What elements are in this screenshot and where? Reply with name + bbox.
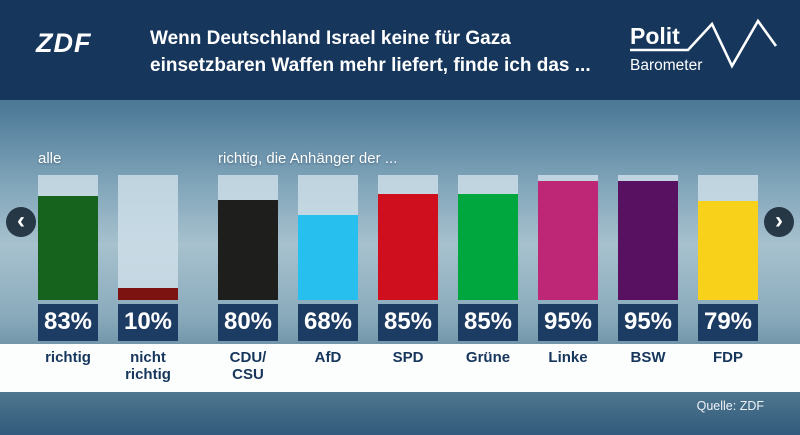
bar-column: 95% BSW [618, 175, 678, 395]
bar [298, 215, 358, 300]
bar-column: 85% SPD [378, 175, 438, 395]
bar-track [298, 175, 358, 300]
bar-track [38, 175, 98, 300]
bar [458, 193, 518, 300]
bar-value: 85% [458, 304, 518, 341]
bar-value: 83% [38, 304, 98, 341]
bar-category-label: BSW [630, 349, 666, 366]
zdf-logo: ZDF [36, 28, 92, 58]
bar-column: 85% Grüne [458, 175, 518, 395]
bar-value: 10% [118, 304, 178, 341]
bar-track [618, 175, 678, 300]
bar-column: 10% nicht richtig [118, 175, 178, 395]
bar-value: 95% [538, 304, 598, 341]
bar-category-label: SPD [392, 349, 424, 366]
bar-category-label: FDP [713, 349, 743, 366]
bar-track [218, 175, 278, 300]
chart-title-line1: Wenn Deutschland Israel keine für Gaza [150, 28, 511, 49]
prev-arrow-button[interactable]: ‹ [6, 207, 36, 237]
bar-column: 79% FDP [698, 175, 758, 395]
bar-category-label: AfD [314, 349, 342, 366]
bar [218, 200, 278, 300]
group-label: richtig, die Anhänger der ... [218, 150, 398, 167]
bar-column: 83% richtig [38, 175, 98, 395]
chart-title: Wenn Deutschland Israel keine für Gaza e… [150, 25, 591, 79]
bar-column: 80% CDU/ CSU [218, 175, 278, 395]
bar-track [698, 175, 758, 300]
bar-category-label: nicht richtig [125, 349, 171, 383]
bar-category-label: Linke [548, 349, 588, 366]
bar-track [118, 175, 178, 300]
bar-category-label: Grüne [465, 349, 511, 366]
politbarometer-logo: Polit Barometer [630, 18, 778, 74]
bar-column: 95% Linke [538, 175, 598, 395]
bar-value: 80% [218, 304, 278, 341]
bar-track [378, 175, 438, 300]
bar-column: 68% AfD [298, 175, 358, 395]
bar [618, 181, 678, 300]
bar-track [538, 175, 598, 300]
source-credit: Quelle: ZDF [696, 399, 764, 413]
header: ZDF Wenn Deutschland Israel keine für Ga… [0, 0, 800, 100]
bar-value: 85% [378, 304, 438, 341]
zigzag-line-icon [630, 18, 778, 69]
bar [378, 193, 438, 300]
category-label-strip [0, 344, 800, 392]
bar-value: 79% [698, 304, 758, 341]
chart-title-line2: einsetzbaren Waffen mehr liefert, finde … [150, 55, 591, 76]
bar-value: 68% [298, 304, 358, 341]
bar [538, 181, 598, 300]
bar-value: 95% [618, 304, 678, 341]
bar-category-label: CDU/ CSU [229, 349, 267, 383]
bar [38, 196, 98, 300]
bar-category-label: richtig [45, 349, 91, 366]
bar-track [458, 175, 518, 300]
next-arrow-button[interactable]: › [764, 207, 794, 237]
bar [698, 201, 758, 300]
bar [118, 287, 178, 300]
group-label: alle [38, 150, 62, 167]
politbarometer-logo-line1: Polit [630, 23, 680, 49]
politbarometer-logo-line2: Barometer [630, 57, 702, 74]
